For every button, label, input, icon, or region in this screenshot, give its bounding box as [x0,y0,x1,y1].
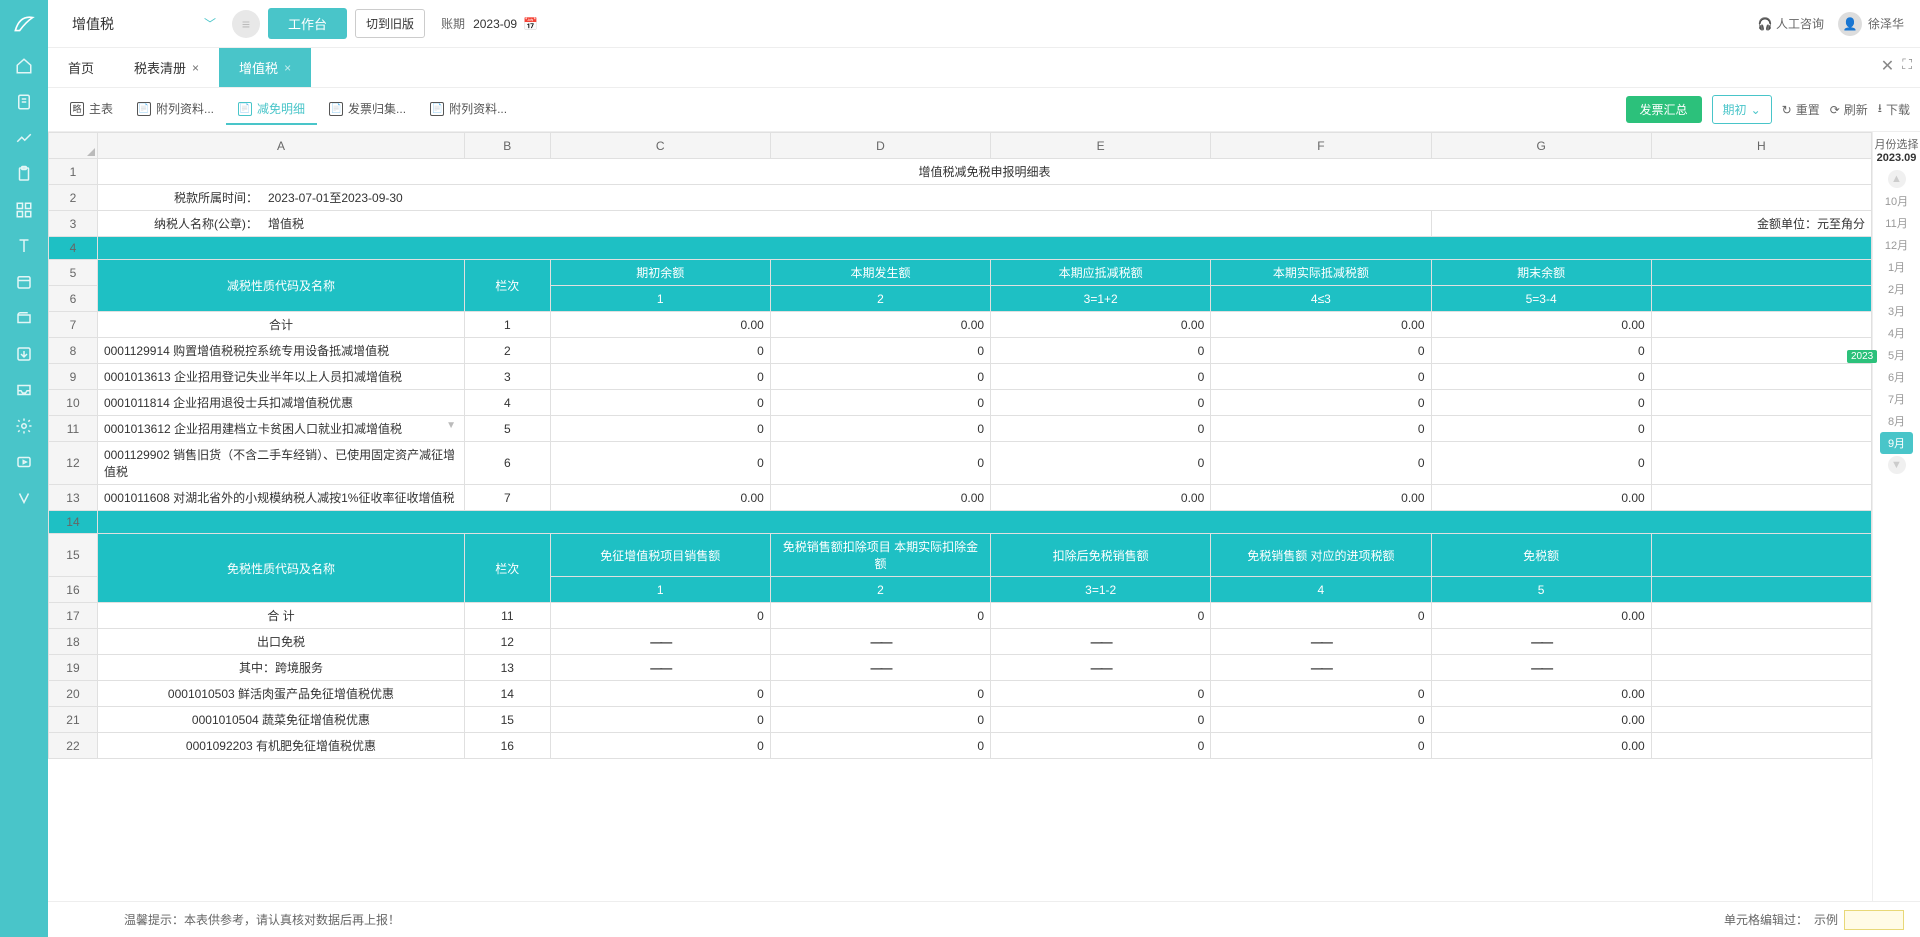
chart-icon[interactable] [0,120,48,156]
footer: 温馨提示：本表供参考，请认真核对数据后再上报！ 单元格编辑过： 示例 [48,901,1920,937]
month-selector: 月份选择 2023.09 ▲ 10月11月12月1月2月3月4月5月6月7月8月… [1872,132,1920,901]
text-icon[interactable] [0,228,48,264]
month-3月[interactable]: 3月 [1876,300,1917,322]
month-9月[interactable]: 9月 [1880,432,1913,454]
video-icon[interactable] [0,444,48,480]
sheet-icon: 📄 [137,102,151,116]
tab-税表清册[interactable]: 税表清册× [114,48,219,87]
wallet-icon[interactable] [0,300,48,336]
workbench-button[interactable]: 工作台 [268,8,347,39]
calendar-pick-icon[interactable]: 📅 [523,17,538,31]
export-icon[interactable] [0,336,48,372]
month-8月[interactable]: 8月 [1876,410,1917,432]
month-12月[interactable]: 12月 [1876,234,1917,256]
month-2月[interactable]: 2月 [1876,278,1917,300]
refresh-button[interactable]: ⟳ 刷新 [1830,101,1868,118]
inbox-icon[interactable] [0,372,48,408]
avatar-icon: 👤 [1838,12,1862,36]
chevron-down-icon: ﹀ [204,15,216,32]
user-menu[interactable]: 👤 徐泽华 [1838,12,1904,36]
sheet-icon: 📄 [238,102,252,116]
close-icon[interactable]: × [192,61,199,75]
clipboard-icon[interactable] [0,156,48,192]
list-button[interactable]: ≡ [232,10,260,38]
year-badge: 2023 [1847,350,1877,363]
invoice-summary-button[interactable]: 发票汇总 [1626,96,1702,123]
doc-icon[interactable] [0,84,48,120]
subtab-附列资料...[interactable]: 📄附列资料... [125,94,226,125]
period-label: 账期 [441,15,465,32]
consult-link[interactable]: 🎧 人工咨询 [1758,15,1824,32]
initial-button[interactable]: 期初 ⌄ [1712,95,1772,124]
month-down-icon[interactable]: ▼ [1888,456,1906,474]
expand-icon[interactable]: ⛶ [1902,56,1912,76]
left-sidebar [0,0,48,937]
subtab-发票归集...[interactable]: 📄发票归集... [317,94,418,125]
sub-tabs-row: 略主表📄附列资料...📄减免明细📄发票归集...📄附列资料... 发票汇总 期初… [48,88,1920,132]
v-icon[interactable] [0,480,48,516]
period-value: 2023-09 [473,17,517,31]
sheet-icon: 略 [70,102,84,116]
close-all-icon[interactable]: ✕ [1881,56,1894,76]
subtab-主表[interactable]: 略主表 [58,94,125,125]
spreadsheet[interactable]: ABCDEFGH1增值税减免税申报明细表2税款所属时间： 2023-07-01至… [48,132,1872,901]
logo-icon [0,0,48,48]
month-label: 月份选择 [1875,136,1919,152]
switch-old-button[interactable]: 切到旧版 [355,9,425,38]
month-5月[interactable]: 5月 [1876,344,1917,366]
month-10月[interactable]: 10月 [1876,190,1917,212]
edit-label: 单元格编辑过： [1724,911,1808,928]
company-name: 增值税 [72,14,114,34]
tab-增值税[interactable]: 增值税× [219,48,311,87]
close-icon[interactable]: × [284,61,291,75]
username: 徐泽华 [1868,15,1904,32]
month-1月[interactable]: 1月 [1876,256,1917,278]
topbar: 增值税 ﹀ ≡ 工作台 切到旧版 账期 2023-09 📅 🎧 人工咨询 👤 徐… [48,0,1920,48]
chevron-down-icon: ⌄ [1751,103,1761,117]
settings-icon[interactable] [0,408,48,444]
subtab-附列资料...[interactable]: 📄附列资料... [418,94,519,125]
tab-首页[interactable]: 首页 [48,48,114,87]
month-4月[interactable]: 4月 [1876,322,1917,344]
edit-indicator [1844,910,1904,930]
calendar-icon[interactable] [0,264,48,300]
reset-button[interactable]: ↻ 重置 [1782,101,1820,118]
edit-example: 示例 [1814,911,1838,928]
sheet-icon: 📄 [430,102,444,116]
subtab-减免明细[interactable]: 📄减免明细 [226,94,317,125]
month-11月[interactable]: 11月 [1876,212,1917,234]
month-6月[interactable]: 6月 [1876,366,1917,388]
month-up-icon[interactable]: ▲ [1888,170,1906,188]
grid-icon[interactable] [0,192,48,228]
footer-hint: 温馨提示：本表供参考，请认真核对数据后再上报！ [124,911,400,928]
company-dropdown[interactable]: 增值税 ﹀ [64,14,224,34]
home-icon[interactable] [0,48,48,84]
download-button[interactable]: ⭳ 下载 [1878,99,1910,120]
tabs-row: 首页税表清册×增值税× ✕ ⛶ [48,48,1920,88]
sheet-icon: 📄 [329,102,343,116]
month-year: 2023.09 [1877,152,1917,164]
month-7月[interactable]: 7月 [1876,388,1917,410]
